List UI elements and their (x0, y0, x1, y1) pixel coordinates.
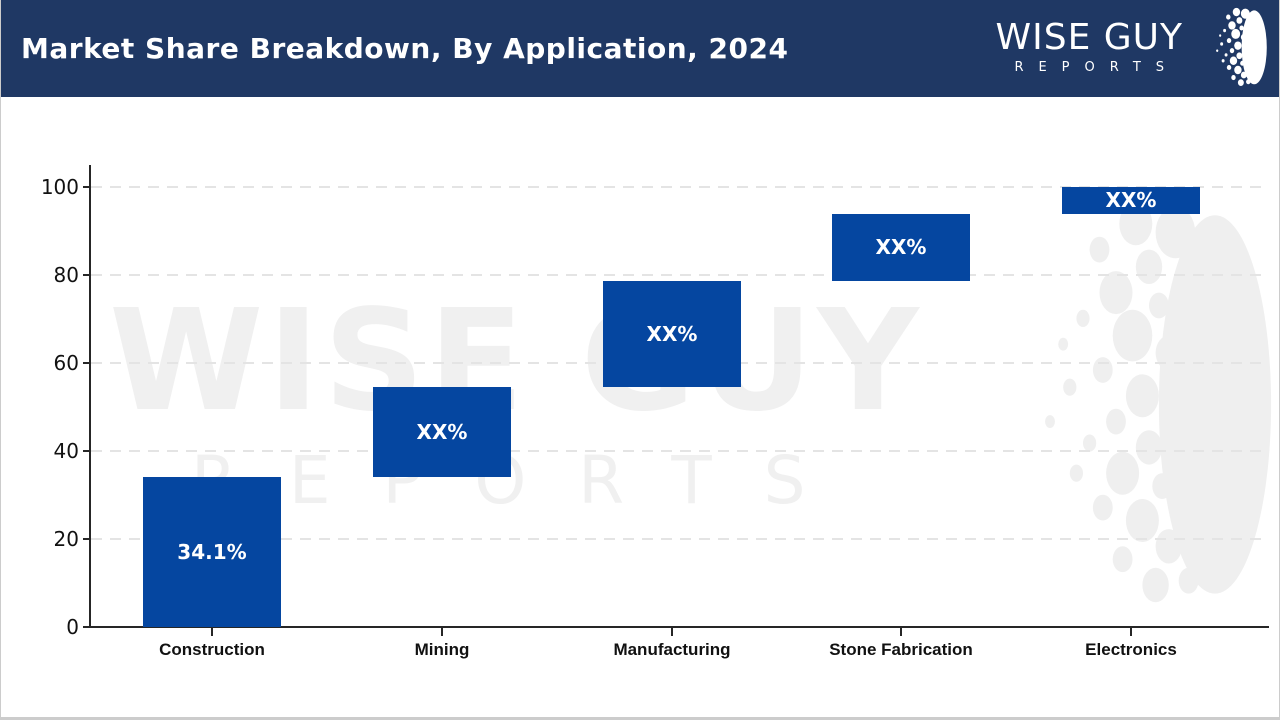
x-category-label: Manufacturing (613, 640, 731, 659)
bar-value-label: XX% (1105, 188, 1157, 213)
header-bar: Market Share Breakdown, By Application, … (1, 0, 1279, 97)
wiseguy-dotted-head-icon (1195, 7, 1269, 91)
y-tick-label: 60 (53, 351, 79, 375)
gridline (91, 538, 1269, 540)
y-tick-label: 80 (53, 263, 79, 287)
page-title: Market Share Breakdown, By Application, … (21, 32, 789, 65)
y-tick-mark (83, 538, 91, 540)
wiseguy-logo: WISE GUY REPORTS (996, 0, 1279, 97)
y-tick-mark (83, 274, 91, 276)
x-category-label: Stone Fabrication (829, 640, 973, 659)
bar-value-label: XX% (416, 420, 468, 445)
x-category-label: Mining (414, 640, 470, 659)
x-category-label: Electronics (1085, 640, 1177, 659)
x-tick-mark (671, 627, 673, 636)
y-tick-mark (83, 450, 91, 452)
y-tick-label: 40 (53, 439, 79, 463)
bar-electronics: XX% (1062, 187, 1200, 214)
x-category-label: Construction (159, 640, 265, 659)
gridline (91, 450, 1269, 452)
bar-mining: XX% (373, 387, 511, 477)
wiseguy-logo-text: WISE GUY REPORTS (995, 17, 1184, 76)
y-tick-label: 20 (53, 527, 79, 551)
bar-construction: 34.1% (143, 476, 281, 627)
bar-stone-fabrication: XX% (832, 213, 970, 281)
x-tick-mark (1130, 627, 1132, 636)
x-tick-mark (441, 627, 443, 636)
y-tick-mark (83, 626, 91, 628)
bar-manufacturing: XX% (603, 280, 741, 388)
bar-value-label: 34.1% (177, 539, 247, 564)
x-tick-mark (211, 627, 213, 636)
bar-value-label: XX% (875, 235, 927, 260)
gridline (91, 186, 1269, 188)
y-tick-mark (83, 186, 91, 188)
y-tick-label: 0 (66, 615, 79, 639)
wiseguy-logo-line1: WISE GUY (995, 17, 1183, 58)
x-axis-line (89, 626, 1269, 628)
bar-value-label: XX% (646, 321, 698, 346)
y-tick-mark (83, 362, 91, 364)
y-tick-label: 100 (40, 175, 79, 199)
gridline (91, 274, 1269, 276)
y-axis-line (89, 165, 91, 627)
wiseguy-logo-line2: REPORTS (1014, 60, 1180, 75)
x-tick-mark (900, 627, 902, 636)
